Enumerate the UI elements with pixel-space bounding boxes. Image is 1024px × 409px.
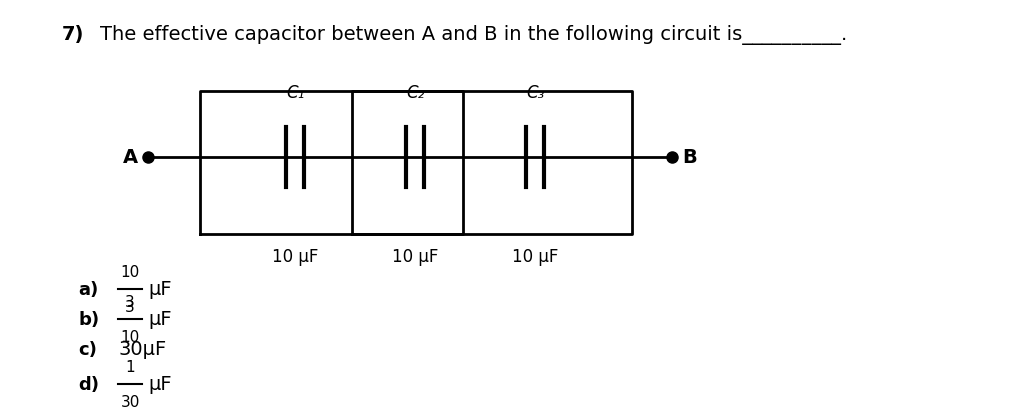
Text: B: B — [682, 148, 696, 167]
Text: 1: 1 — [125, 359, 135, 374]
Text: C₁: C₁ — [286, 84, 304, 102]
Text: 10: 10 — [121, 264, 139, 279]
Text: a): a) — [78, 280, 98, 298]
Text: b): b) — [78, 310, 99, 328]
Text: A: A — [123, 148, 138, 167]
Text: 10: 10 — [121, 329, 139, 344]
Text: 10 μF: 10 μF — [512, 247, 558, 265]
Text: d): d) — [78, 375, 99, 393]
Text: 10 μF: 10 μF — [392, 247, 438, 265]
Text: μF: μF — [148, 375, 172, 393]
Text: 7): 7) — [62, 25, 84, 44]
Text: 10 μF: 10 μF — [271, 247, 318, 265]
Text: c): c) — [78, 340, 97, 358]
Text: C₃: C₃ — [526, 84, 544, 102]
Text: 3: 3 — [125, 294, 135, 309]
Text: 30μF: 30μF — [118, 339, 166, 359]
Text: The effective capacitor between A and B in the following circuit is__________.: The effective capacitor between A and B … — [100, 25, 847, 45]
Text: 30: 30 — [120, 394, 139, 409]
Text: μF: μF — [148, 310, 172, 329]
Text: 3: 3 — [125, 299, 135, 314]
Text: C₂: C₂ — [406, 84, 424, 102]
Text: μF: μF — [148, 280, 172, 299]
